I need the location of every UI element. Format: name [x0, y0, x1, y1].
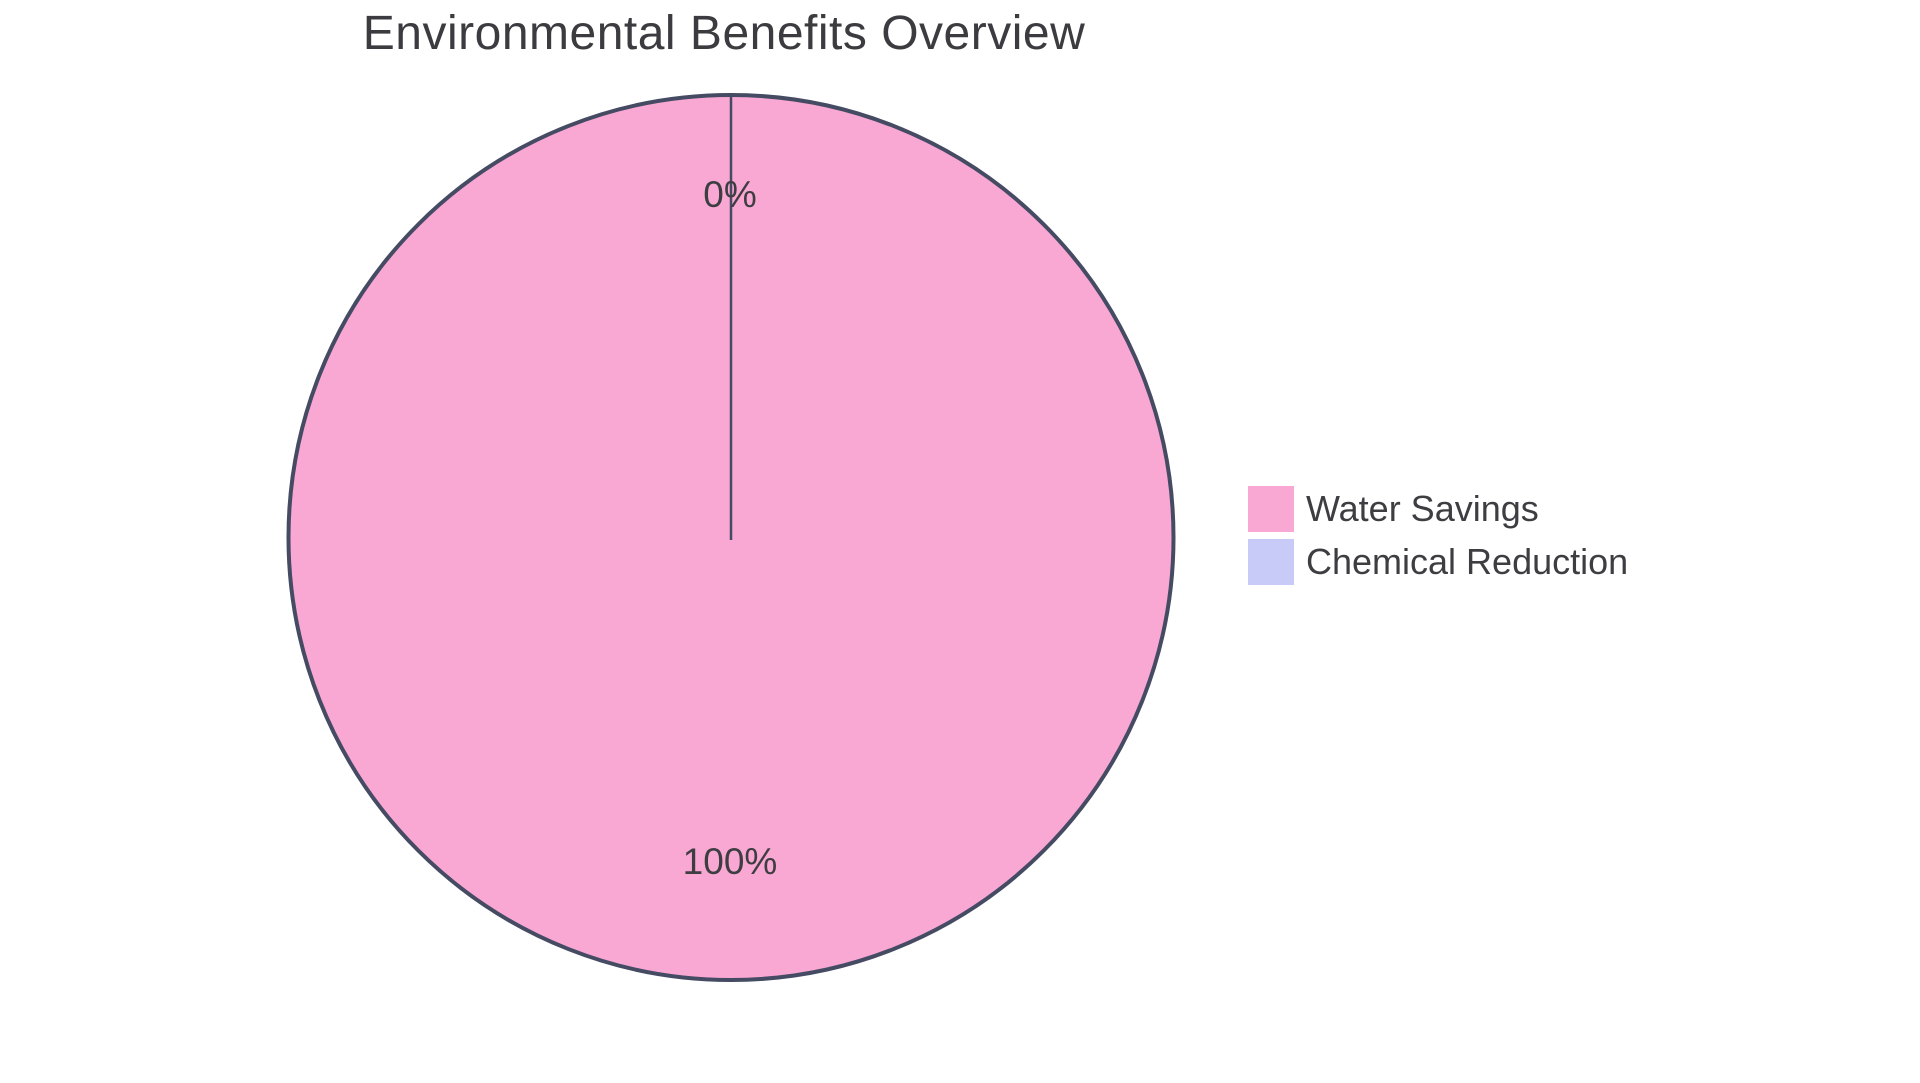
- legend-swatch-chemical-reduction-icon: [1248, 539, 1294, 585]
- pie-chart: [286, 93, 1176, 982]
- legend-label-chemical-reduction: Chemical Reduction: [1306, 541, 1629, 582]
- slice-label-water-savings: 100%: [682, 841, 778, 882]
- legend-label-water-savings: Water Savings: [1306, 488, 1539, 529]
- legend-item-chemical-reduction[interactable]: Chemical Reduction: [1248, 539, 1628, 585]
- chart-title: Environmental Benefits Overview: [362, 7, 1086, 60]
- legend: Water Savings Chemical Reduction: [1248, 486, 1628, 585]
- legend-item-water-savings[interactable]: Water Savings: [1248, 486, 1628, 532]
- slice-label-chemical-reduction: 0%: [703, 174, 757, 215]
- legend-swatch-water-savings-icon: [1248, 486, 1294, 532]
